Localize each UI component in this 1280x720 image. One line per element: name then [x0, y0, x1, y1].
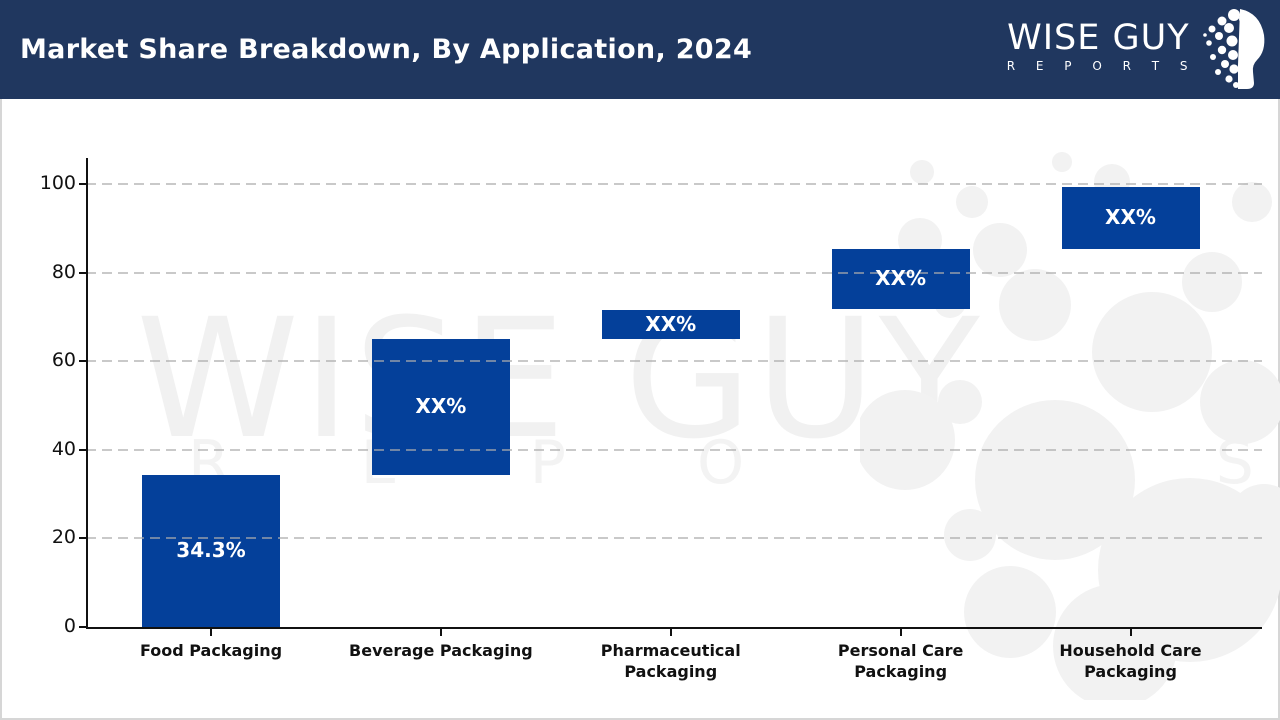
x-axis-category-label: Personal Care Packaging [837, 641, 964, 681]
brand-logo-subtitle: R E P O R T S [1006, 59, 1196, 73]
y-axis-tick-label: 60 [51, 349, 76, 372]
x-axis-category-label: Beverage Packaging [349, 641, 533, 660]
x-axis-tick [210, 629, 212, 636]
x-axis-tick [669, 629, 672, 636]
brand-logo-face-icon [1203, 9, 1265, 89]
y-gridline [86, 271, 1262, 274]
header-band: Market Share Breakdown, By Application, … [0, 0, 1280, 99]
page-title: Market Share Breakdown, By Application, … [20, 34, 753, 65]
y-axis-line [86, 158, 88, 629]
y-axis-tick-label: 40 [51, 437, 76, 460]
y-axis-tick [79, 183, 86, 185]
y-axis-tick-label: 0 [63, 615, 76, 637]
bar-segment [831, 249, 970, 309]
y-axis-tick-label: 20 [51, 526, 76, 549]
bar-value-label: XX% [1105, 204, 1156, 229]
brand-logo: WISE GUY R E P O R T S [1001, 18, 1196, 74]
watermark-wordmark: WISE GUY [136, 283, 983, 475]
y-gridline [86, 183, 1262, 185]
y-axis-tick [79, 626, 86, 628]
x-axis-category-label: Pharmaceutical Packaging [600, 641, 741, 681]
bar-value-label: XX% [415, 394, 467, 419]
bar-segment [1061, 186, 1200, 249]
y-gridline [86, 537, 1262, 540]
watermark-face-icon [860, 152, 1280, 700]
bar-value-label: 34.3% [176, 538, 246, 563]
x-axis-tick [439, 629, 442, 636]
y-axis-tick [79, 537, 86, 540]
x-axis-tick [899, 629, 902, 636]
y-axis-tick-label: 80 [51, 260, 76, 283]
y-gridline [86, 448, 1262, 451]
brand-logo-wordmark: WISE GUY [1007, 18, 1190, 58]
y-axis-tick [79, 360, 86, 363]
bar-value-label: XX% [875, 266, 927, 291]
x-axis-tick [1129, 629, 1132, 636]
bar-value-label: XX% [645, 311, 697, 336]
bar-segment [142, 475, 280, 627]
bar-segment [601, 309, 740, 340]
y-axis-tick [79, 271, 86, 274]
y-axis-tick-label: 100 [39, 172, 76, 194]
x-axis-line [86, 627, 1262, 629]
y-gridline [86, 360, 1262, 363]
x-axis-category-label: Food Packaging [139, 641, 283, 660]
y-axis-tick [79, 448, 86, 451]
x-axis-category-label: Household Care Packaging [1059, 641, 1202, 681]
